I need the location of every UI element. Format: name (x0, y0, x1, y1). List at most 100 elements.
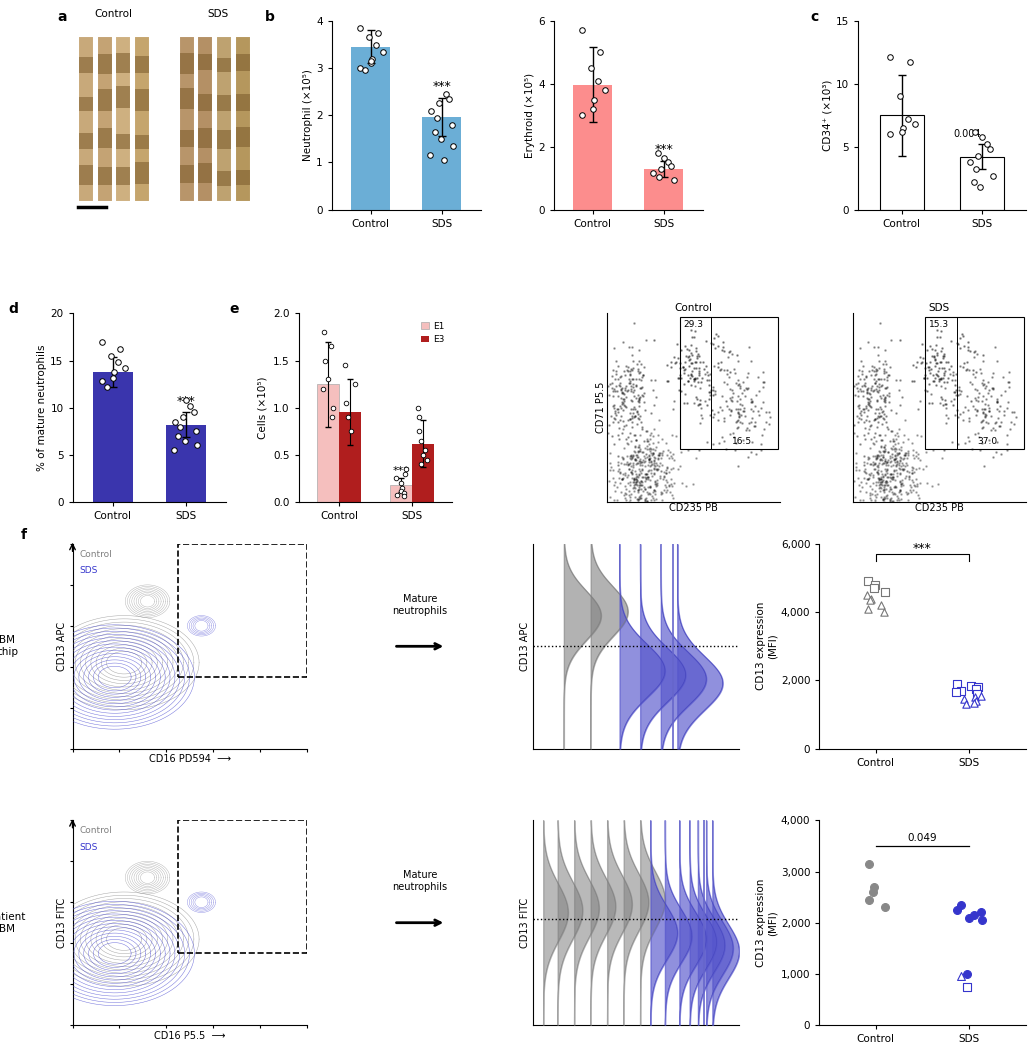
Point (853, 474, 869, 491)
X-axis label: CD235 PB: CD235 PB (669, 503, 718, 514)
Point (621, 412, 637, 429)
Point (938, 415, 954, 432)
Point (991, 417, 1008, 434)
Point (632, 473, 649, 490)
Point (410, 423, 427, 439)
Point (982, 141, 999, 158)
Point (867, 410, 884, 427)
Point (891, 441, 908, 458)
Point (894, 461, 911, 478)
Point (623, 366, 639, 383)
Point (870, 457, 887, 474)
Point (598, 478, 614, 495)
Point (869, 465, 886, 482)
Point (690, 365, 707, 382)
Point (166, 441, 182, 458)
Point (662, 448, 679, 464)
Point (879, 490, 895, 506)
Point (751, 407, 768, 424)
Point (646, 501, 663, 518)
Point (977, 395, 994, 412)
Point (837, 394, 854, 411)
Point (972, 179, 988, 196)
Point (622, 425, 638, 441)
Point (737, 408, 753, 425)
Point (615, 384, 632, 401)
Point (882, 448, 898, 464)
Point (621, 374, 637, 391)
Point (928, 367, 945, 384)
Point (640, 484, 657, 501)
Point (858, 475, 874, 492)
Point (856, 420, 872, 437)
Point (743, 401, 759, 417)
Point (732, 413, 749, 430)
Point (626, 471, 642, 487)
Point (980, 373, 997, 390)
Point (912, 348, 928, 365)
Point (915, 460, 931, 477)
Point (614, 471, 631, 487)
Point (621, 435, 637, 452)
Point (965, 366, 981, 383)
Point (628, 455, 644, 472)
Point (892, 473, 909, 490)
Point (338, 394, 354, 411)
Point (635, 385, 652, 402)
Point (621, 370, 637, 387)
Point (612, 368, 629, 385)
Point (621, 456, 637, 473)
Point (873, 495, 890, 511)
Point (623, 378, 639, 394)
Point (874, 503, 891, 520)
Point (632, 380, 649, 396)
Point (932, 370, 949, 387)
Point (965, 361, 981, 378)
Point (992, 417, 1009, 434)
Point (864, 383, 881, 400)
Point (627, 452, 643, 469)
X-axis label: CD235 PB: CD235 PB (915, 503, 963, 514)
Point (646, 473, 663, 490)
Point (712, 361, 728, 378)
Bar (179, 53, 194, 73)
Point (834, 469, 851, 485)
Point (596, 458, 612, 475)
Point (859, 380, 875, 396)
Point (574, 107, 591, 123)
Point (630, 438, 646, 455)
Point (643, 487, 660, 504)
Point (641, 442, 658, 459)
Point (863, 358, 880, 374)
Point (704, 382, 721, 399)
Point (636, 473, 653, 490)
Point (946, 384, 962, 401)
Point (966, 343, 982, 360)
Point (895, 450, 912, 467)
Point (615, 390, 632, 407)
Point (637, 423, 654, 439)
Point (988, 401, 1005, 417)
Point (704, 379, 721, 395)
Point (968, 407, 984, 424)
Point (729, 388, 746, 405)
Point (629, 454, 645, 471)
Point (613, 389, 630, 406)
Point (882, 450, 898, 467)
Point (626, 471, 642, 487)
Point (875, 481, 892, 498)
Point (754, 393, 771, 410)
Point (893, 500, 910, 517)
Point (626, 409, 642, 426)
Point (662, 483, 679, 500)
Point (872, 476, 889, 493)
Point (924, 394, 941, 411)
Point (880, 461, 896, 478)
Point (624, 346, 640, 363)
Point (871, 442, 888, 459)
Point (892, 371, 909, 388)
Text: 37.0: 37.0 (977, 436, 998, 446)
Text: e: e (230, 302, 239, 316)
Point (885, 433, 901, 450)
Point (735, 431, 751, 448)
